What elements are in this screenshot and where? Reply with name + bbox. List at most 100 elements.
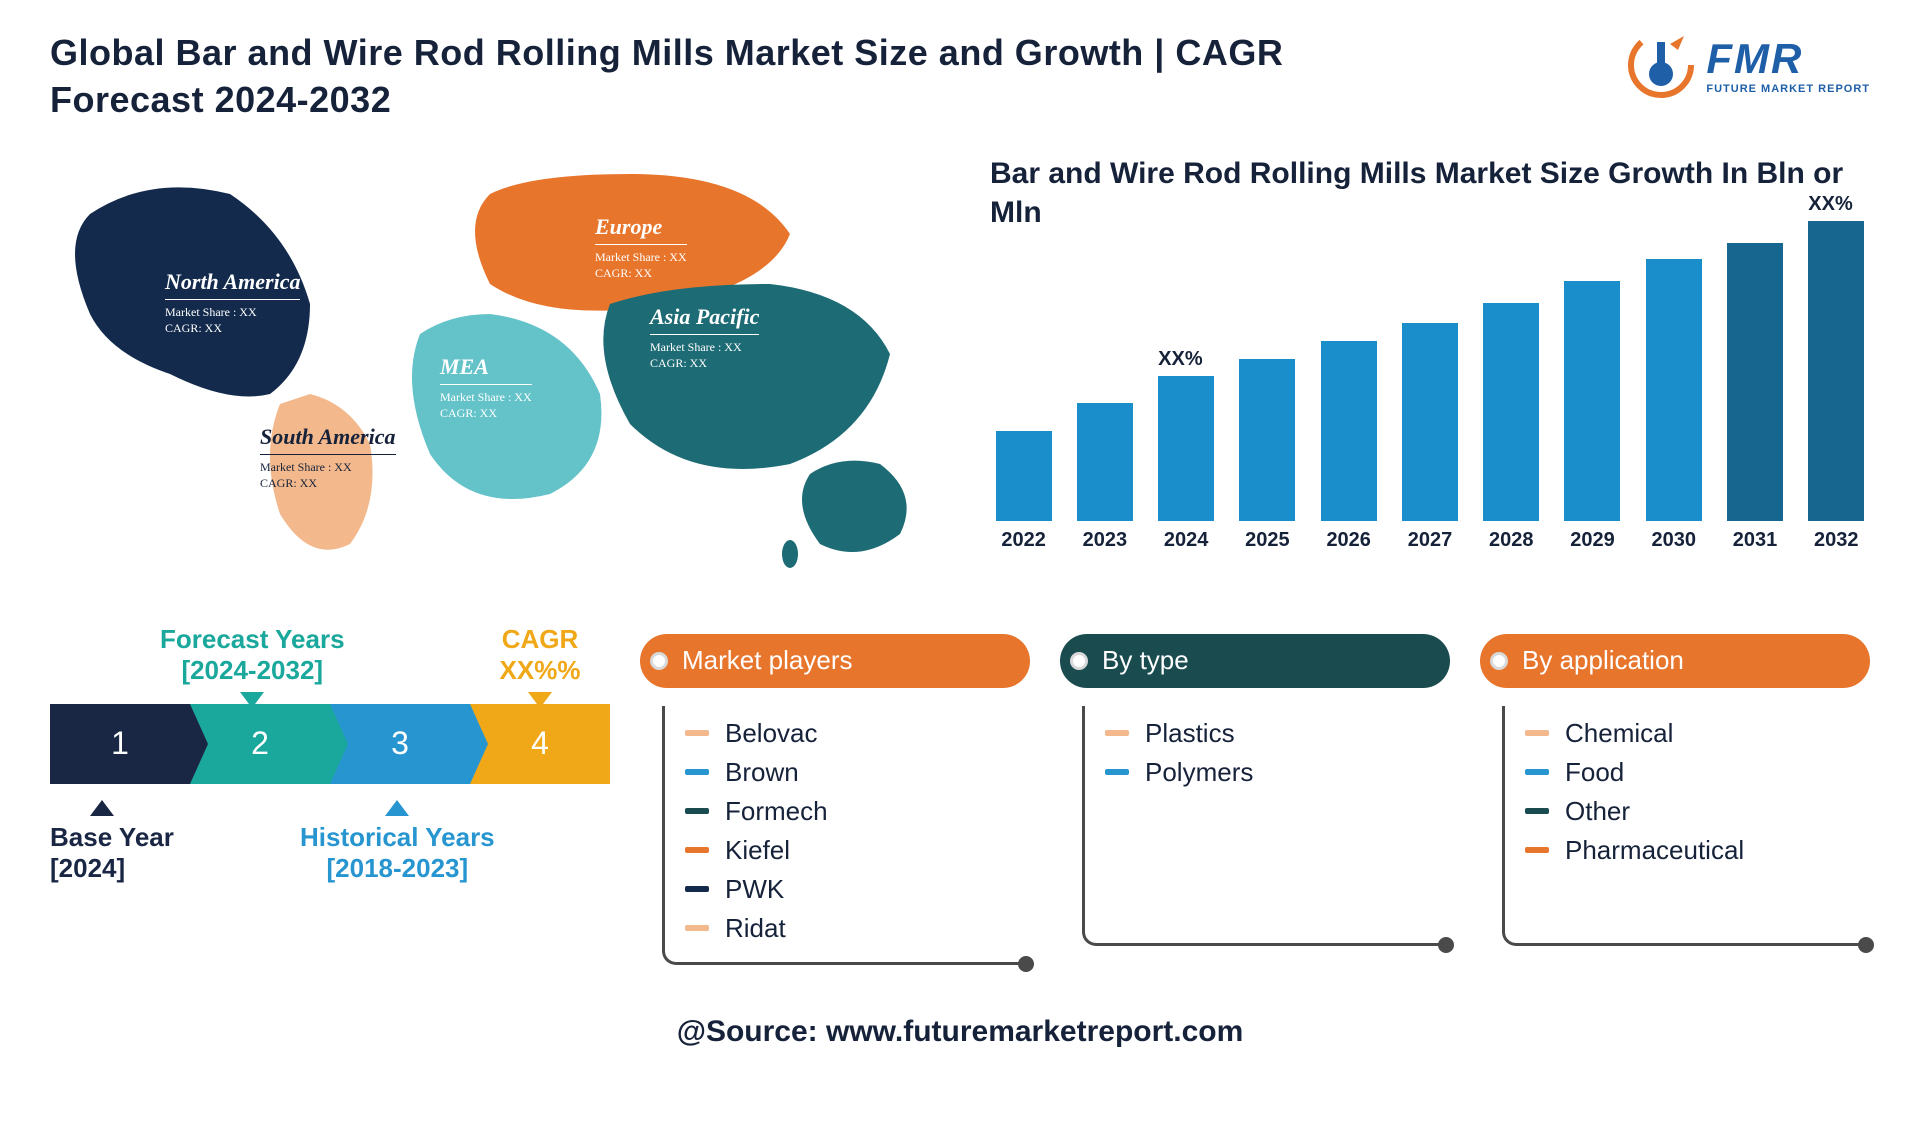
timeline-cell: 2	[190, 704, 330, 784]
tick-icon	[1525, 769, 1549, 775]
segment-item: PWK	[665, 870, 1030, 909]
tick-icon	[685, 808, 709, 814]
region-cagr: CAGR: XX	[595, 265, 687, 282]
region-label-mea: MEAMarket Share : XXCAGR: XX	[440, 354, 532, 423]
segment-item: Plastics	[1085, 714, 1450, 753]
brand-logo: FMR FUTURE MARKET REPORT	[1626, 30, 1870, 100]
timeline-base-year-label: Base Year [2024]	[50, 794, 174, 884]
region-label-asia_pacific: Asia PacificMarket Share : XXCAGR: XX	[650, 304, 759, 373]
segment-item-label: Ridat	[725, 913, 786, 944]
bar-year-label: 2032	[1814, 529, 1859, 552]
by-type-title: By type	[1102, 645, 1189, 676]
segment-by-type: By type Plastics Polymers	[1060, 634, 1450, 946]
dot-icon	[650, 652, 668, 670]
dot-icon	[1490, 652, 1508, 670]
bar-rect	[996, 431, 1052, 521]
historical-value: [2018-2023]	[327, 853, 469, 883]
region-name: South America	[260, 424, 396, 450]
bar-year-label: 2023	[1083, 529, 1128, 552]
timeline-cell: 3	[330, 704, 470, 784]
segment-item: Ridat	[665, 909, 1030, 948]
segment-item-label: Polymers	[1145, 757, 1253, 788]
bar-year-label: 2029	[1570, 529, 1615, 552]
bar-column: 2023	[1071, 403, 1138, 552]
tick-icon	[1525, 808, 1549, 814]
segment-item: Other	[1505, 792, 1870, 831]
logo-tagline: FUTURE MARKET REPORT	[1706, 83, 1870, 95]
segment-item-label: Plastics	[1145, 718, 1235, 749]
bar-column: 2030	[1640, 259, 1707, 552]
region-label-north_america: North AmericaMarket Share : XXCAGR: XX	[165, 269, 300, 338]
world-map: North AmericaMarket Share : XXCAGR: XX So…	[50, 154, 950, 574]
region-share: Market Share : XX	[650, 339, 759, 356]
bar-chart: 20222023XX%20242025202620272028202920302…	[990, 252, 1870, 552]
region-cagr: CAGR: XX	[260, 475, 396, 492]
bar-rect	[1727, 243, 1783, 521]
segment-market-players: Market players Belovac Brown Formech Kiefel…	[640, 634, 1030, 965]
timeline-cell: 1	[50, 704, 190, 784]
bar-column: 2026	[1315, 341, 1382, 552]
bar-chart-area: Bar and Wire Rod Rolling Mills Market Si…	[990, 154, 1870, 574]
tick-icon	[1525, 847, 1549, 853]
segment-by-application: By application Chemical Food Other Pharmace…	[1480, 634, 1870, 946]
bar-rect	[1564, 281, 1620, 521]
bar-year-label: 2031	[1733, 529, 1778, 552]
bar-column: 2027	[1396, 323, 1463, 552]
bar-column: XX% 2024	[1153, 376, 1220, 552]
segment-item: Polymers	[1085, 753, 1450, 792]
timeline: Forecast Years [2024-2032] CAGR XX%% 123…	[50, 634, 610, 784]
segment-item: Formech	[665, 792, 1030, 831]
segment-item-label: Formech	[725, 796, 828, 827]
bar-rect: XX%	[1808, 221, 1864, 521]
tick-icon	[685, 847, 709, 853]
region-name: Europe	[595, 214, 687, 240]
bar-year-label: 2027	[1408, 529, 1453, 552]
pill-market-players: Market players	[640, 634, 1030, 688]
by-application-title: By application	[1522, 645, 1684, 676]
bar-rect	[1239, 359, 1295, 521]
region-share: Market Share : XX	[440, 389, 532, 406]
segment-item: Belovac	[665, 714, 1030, 753]
bar-rect	[1646, 259, 1702, 521]
tick-icon	[685, 769, 709, 775]
bar-annotation: XX%	[1808, 193, 1852, 216]
tick-icon	[1105, 769, 1129, 775]
timeline-row: 1234	[50, 704, 610, 784]
pill-by-application: By application	[1480, 634, 1870, 688]
dot-icon	[1070, 652, 1088, 670]
bar-year-label: 2028	[1489, 529, 1534, 552]
bar-rect	[1321, 341, 1377, 521]
logo-text: FMR FUTURE MARKET REPORT	[1706, 35, 1870, 95]
market-players-title: Market players	[682, 645, 853, 676]
segment-item-label: Belovac	[725, 718, 818, 749]
by-type-list: Plastics Polymers	[1082, 706, 1450, 946]
forecast-label: Forecast Years	[160, 624, 345, 654]
tick-icon	[685, 730, 709, 736]
segment-item-label: Brown	[725, 757, 799, 788]
region-share: Market Share : XX	[260, 459, 396, 476]
lower-section: Forecast Years [2024-2032] CAGR XX%% 123…	[50, 634, 1870, 965]
region-share: Market Share : XX	[595, 249, 687, 266]
segment-item: Brown	[665, 753, 1030, 792]
region-name: Asia Pacific	[650, 304, 759, 330]
segment-item: Chemical	[1505, 714, 1870, 753]
bar-rect	[1077, 403, 1133, 521]
segment-item: Kiefel	[665, 831, 1030, 870]
region-cagr: CAGR: XX	[165, 320, 300, 337]
bar-annotation: XX%	[1158, 348, 1202, 371]
base-year-value: [2024]	[50, 853, 125, 883]
bar-rect: XX%	[1158, 376, 1214, 521]
historical-label: Historical Years	[300, 822, 495, 852]
segment-item: Food	[1505, 753, 1870, 792]
bar-column: 2022	[990, 431, 1057, 552]
bar-column: 2028	[1478, 303, 1545, 552]
bar-year-label: 2024	[1164, 529, 1209, 552]
region-label-south_america: South America Market Share : XXCAGR: XX	[260, 424, 396, 493]
cagr-label: CAGR	[502, 624, 579, 654]
segment-item-label: Kiefel	[725, 835, 790, 866]
segment-item-label: Chemical	[1565, 718, 1673, 749]
segment-item-label: Pharmaceutical	[1565, 835, 1744, 866]
segment-item-label: Other	[1565, 796, 1630, 827]
timeline-cell: 4	[470, 704, 610, 784]
tick-icon	[685, 886, 709, 892]
